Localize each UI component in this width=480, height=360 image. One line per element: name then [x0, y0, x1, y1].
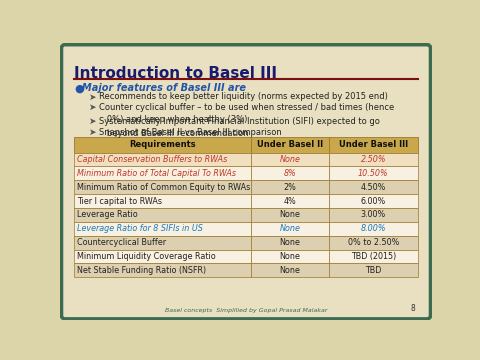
Text: ➤: ➤	[89, 103, 97, 112]
Bar	[74, 222, 251, 236]
Text: 4.50%: 4.50%	[360, 183, 386, 192]
Text: 0% to 2.50%: 0% to 2.50%	[348, 238, 399, 247]
Text: Countercyclical Buffer: Countercyclical Buffer	[77, 238, 166, 247]
Text: Tier I capital to RWAs: Tier I capital to RWAs	[77, 197, 162, 206]
Bar	[74, 208, 251, 222]
Bar	[329, 194, 418, 208]
Text: 4%: 4%	[284, 197, 296, 206]
Text: Under Basel II: Under Basel II	[257, 140, 323, 149]
Text: Snapshot of Basel II vs Basel III comparison: Snapshot of Basel II vs Basel III compar…	[99, 128, 281, 137]
Text: None: None	[279, 266, 300, 275]
Text: ●: ●	[74, 83, 84, 93]
FancyBboxPatch shape	[61, 45, 431, 319]
Bar	[329, 137, 418, 153]
Text: ➤: ➤	[89, 117, 97, 126]
Text: Minimum Ratio of Common Equity to RWAs: Minimum Ratio of Common Equity to RWAs	[77, 183, 250, 192]
Bar	[251, 264, 329, 277]
Bar	[251, 180, 329, 194]
Bar	[251, 222, 329, 236]
Text: None: None	[279, 224, 300, 233]
Bar	[329, 222, 418, 236]
Text: None: None	[279, 238, 300, 247]
Bar	[251, 153, 329, 166]
Bar	[251, 236, 329, 249]
Bar	[329, 249, 418, 264]
Bar	[329, 180, 418, 194]
Bar	[329, 236, 418, 249]
Text: Minimum Ratio of Total Capital To RWAs: Minimum Ratio of Total Capital To RWAs	[77, 169, 236, 178]
Bar	[74, 264, 251, 277]
Bar	[329, 153, 418, 166]
Text: Capital Conservation Buffers to RWAs: Capital Conservation Buffers to RWAs	[77, 155, 228, 164]
Bar	[329, 264, 418, 277]
Bar	[74, 180, 251, 194]
Text: Recommends to keep better liquidity (norms expected by 2015 end): Recommends to keep better liquidity (nor…	[99, 93, 388, 102]
Text: Leverage Ratio: Leverage Ratio	[77, 210, 138, 219]
Text: Under Basel III: Under Basel III	[339, 140, 408, 149]
Bar	[74, 249, 251, 264]
Text: None: None	[279, 155, 300, 164]
Text: ➤: ➤	[89, 93, 97, 102]
Bar	[74, 166, 251, 180]
Bar	[74, 137, 251, 153]
Text: Leverage Ratio for 8 SIFIs in US: Leverage Ratio for 8 SIFIs in US	[77, 224, 203, 233]
Text: TBD (2015): TBD (2015)	[351, 252, 396, 261]
Text: Systematically Important Financial Institution (SIFI) expected to go
   beyond B: Systematically Important Financial Insti…	[99, 117, 380, 138]
Text: 8: 8	[410, 304, 415, 313]
Bar	[74, 236, 251, 249]
Text: Major features of Basel III are: Major features of Basel III are	[82, 83, 246, 93]
Text: Minimum Liquidity Coverage Ratio: Minimum Liquidity Coverage Ratio	[77, 252, 216, 261]
Text: 2.50%: 2.50%	[360, 155, 386, 164]
Text: 3.00%: 3.00%	[360, 210, 386, 219]
Bar	[74, 194, 251, 208]
Text: 8.00%: 8.00%	[360, 224, 386, 233]
Text: 8%: 8%	[284, 169, 296, 178]
Bar	[251, 166, 329, 180]
Bar	[251, 194, 329, 208]
Text: 2%: 2%	[283, 183, 296, 192]
Text: Requirements: Requirements	[129, 140, 196, 149]
Bar	[329, 208, 418, 222]
Bar	[251, 137, 329, 153]
Text: Basel concepts  Simplilied by Gopal Prasad Malakar: Basel concepts Simplilied by Gopal Prasa…	[165, 308, 327, 313]
Text: Introduction to Basel III: Introduction to Basel III	[74, 66, 277, 81]
Bar	[251, 249, 329, 264]
Bar	[329, 166, 418, 180]
Text: None: None	[279, 252, 300, 261]
Text: 10.50%: 10.50%	[358, 169, 389, 178]
Bar	[251, 208, 329, 222]
Bar	[74, 153, 251, 166]
Text: Counter cyclical buffer – to be used when stressed / bad times (hence
   0%) and: Counter cyclical buffer – to be used whe…	[99, 103, 394, 124]
Text: None: None	[279, 210, 300, 219]
Text: Net Stable Funding Ratio (NSFR): Net Stable Funding Ratio (NSFR)	[77, 266, 206, 275]
Text: 6.00%: 6.00%	[360, 197, 386, 206]
Text: TBD: TBD	[365, 266, 382, 275]
Text: ➤: ➤	[89, 128, 97, 137]
